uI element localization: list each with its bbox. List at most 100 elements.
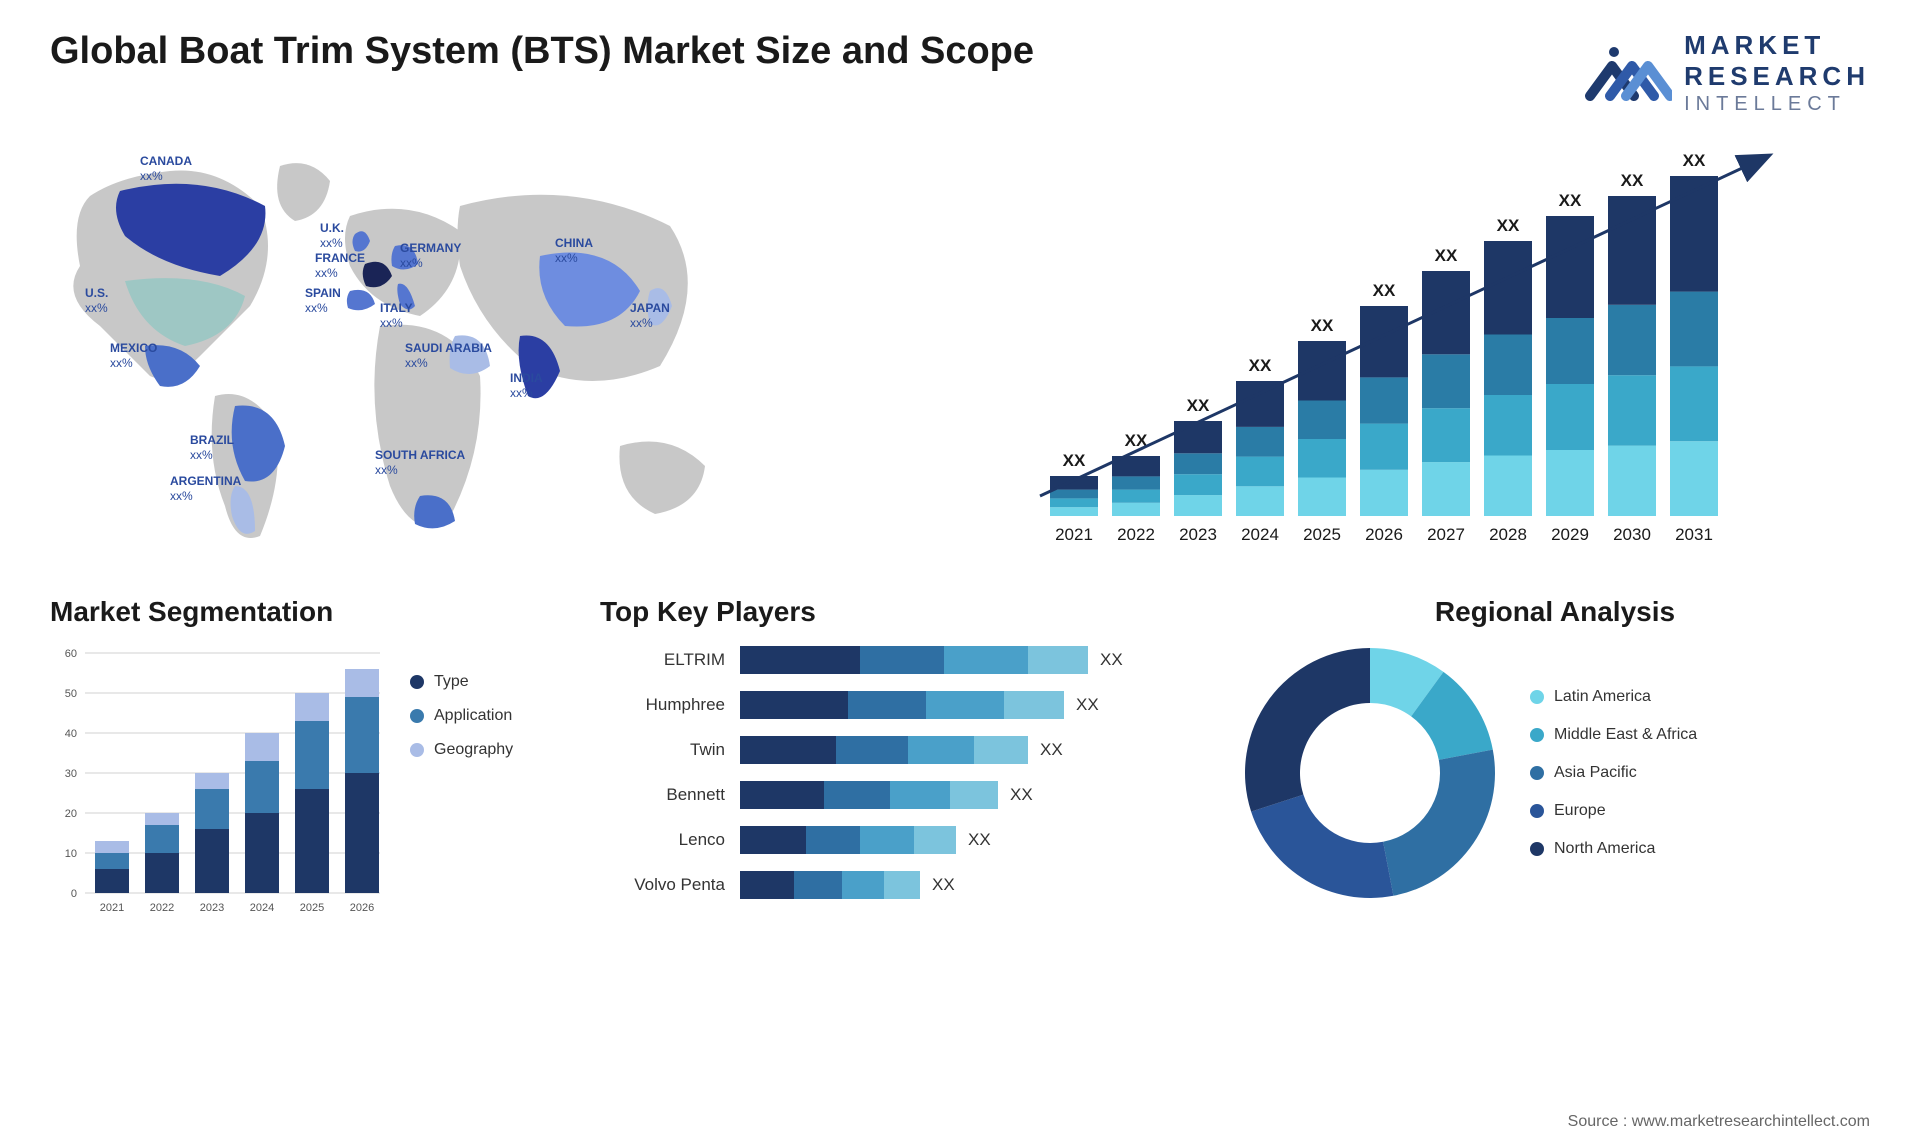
map-label-brazil: BRAZILxx% [190, 433, 234, 462]
map-label-southafrica: SOUTH AFRICAxx% [375, 448, 465, 477]
svg-text:60: 60 [65, 648, 77, 660]
player-name: ELTRIM [600, 650, 740, 670]
map-label-china: CHINAxx% [555, 236, 593, 265]
legend-swatch-icon [1530, 842, 1544, 856]
map-label-germany: GERMANYxx% [400, 241, 461, 270]
player-bar-seg [794, 871, 842, 899]
player-name: Volvo Penta [600, 875, 740, 895]
svg-text:XX: XX [1187, 396, 1210, 415]
map-label-india: INDIAxx% [510, 371, 543, 400]
svg-text:XX: XX [1559, 191, 1582, 210]
svg-text:XX: XX [1621, 171, 1644, 190]
map-label-mexico: MEXICOxx% [110, 341, 157, 370]
player-row-lenco: Lenco XX [600, 823, 1200, 857]
player-row-humphree: HumphreeXX [600, 688, 1200, 722]
svg-text:50: 50 [65, 688, 77, 700]
legend-label: Asia Pacific [1554, 764, 1637, 782]
legend-swatch-icon [1530, 804, 1544, 818]
player-bar-seg [950, 781, 998, 809]
segmentation-chart: 0102030405060202120222023202420252026 [50, 643, 390, 923]
player-bar-seg [926, 691, 1004, 719]
regional-legend-middleeastafrica: Middle East & Africa [1530, 726, 1697, 744]
legend-label: Latin America [1554, 688, 1651, 706]
logo-text-3: INTELLECT [1684, 92, 1870, 116]
svg-text:30: 30 [65, 768, 77, 780]
player-bar-seg [740, 826, 806, 854]
player-name: Humphree [600, 695, 740, 715]
player-row-bennett: BennettXX [600, 778, 1200, 812]
svg-text:2022: 2022 [150, 902, 174, 914]
legend-swatch-icon [1530, 690, 1544, 704]
page-title: Global Boat Trim System (BTS) Market Siz… [50, 30, 1034, 73]
map-label-uk: U.K.xx% [320, 221, 344, 250]
map-label-canada: CANADAxx% [140, 154, 192, 183]
seg-legend-geography: Geography [410, 741, 513, 759]
regional-legend-latinamerica: Latin America [1530, 688, 1697, 706]
regional-legend-northamerica: North America [1530, 840, 1697, 858]
svg-text:XX: XX [1435, 246, 1458, 265]
players-panel: Top Key Players ELTRIMXXHumphreeXXTwinXX… [600, 596, 1200, 923]
player-value: XX [968, 830, 991, 850]
legend-swatch-icon [1530, 728, 1544, 742]
legend-swatch-icon [410, 709, 424, 723]
player-value: XX [1040, 740, 1063, 760]
svg-text:XX: XX [1373, 281, 1396, 300]
svg-text:40: 40 [65, 728, 77, 740]
player-row-eltrim: ELTRIM XX [600, 643, 1200, 677]
player-value: XX [1010, 785, 1033, 805]
legend-swatch-icon [410, 743, 424, 757]
svg-text:10: 10 [65, 848, 77, 860]
svg-text:2024: 2024 [1241, 525, 1279, 544]
segmentation-legend: TypeApplicationGeography [410, 643, 513, 923]
growth-chart: XX2021XX2022XX2023XX2024XX2025XX2026XX20… [990, 136, 1870, 556]
svg-text:2025: 2025 [300, 902, 324, 914]
map-label-us: U.S.xx% [85, 286, 108, 315]
svg-text:XX: XX [1683, 151, 1706, 170]
svg-text:2023: 2023 [200, 902, 224, 914]
player-row-volvopenta: Volvo Penta XX [600, 868, 1200, 902]
player-bar [740, 826, 956, 854]
svg-text:XX: XX [1497, 216, 1520, 235]
regional-legend: Latin America Middle East & Africa Asia Pa… [1530, 688, 1697, 858]
player-value: XX [932, 875, 955, 895]
map-label-japan: JAPANxx% [630, 301, 670, 330]
player-name: Twin [600, 740, 740, 760]
legend-label: North America [1554, 840, 1655, 858]
player-row-twin: Twin XX [600, 733, 1200, 767]
legend-label: Middle East & Africa [1554, 726, 1697, 744]
logo-arcs-icon [1582, 38, 1672, 108]
legend-swatch-icon [410, 675, 424, 689]
svg-text:2027: 2027 [1427, 525, 1465, 544]
regional-title: Regional Analysis [1240, 596, 1870, 628]
player-bar [740, 646, 1088, 674]
source-text: Source : www.marketresearchintellect.com [1568, 1113, 1870, 1131]
player-bar-seg [740, 646, 860, 674]
legend-swatch-icon [1530, 766, 1544, 780]
svg-text:2023: 2023 [1179, 525, 1217, 544]
svg-text:2031: 2031 [1675, 525, 1713, 544]
regional-panel: Regional Analysis Latin America Middle Ea… [1240, 596, 1870, 923]
regional-legend-europe: Europe [1530, 802, 1697, 820]
player-bar-seg [890, 781, 950, 809]
svg-text:2022: 2022 [1117, 525, 1155, 544]
segmentation-title: Market Segmentation [50, 596, 560, 628]
player-bar-seg [1028, 646, 1088, 674]
seg-legend-type: Type [410, 673, 513, 691]
logo-text-1: MARKET [1684, 30, 1870, 61]
legend-label: Geography [434, 741, 513, 759]
player-name: Lenco [600, 830, 740, 850]
segmentation-panel: Market Segmentation 01020304050602021202… [50, 596, 560, 923]
player-bar-seg [806, 826, 860, 854]
regional-donut-chart [1240, 643, 1500, 903]
svg-text:XX: XX [1311, 316, 1334, 335]
svg-text:0: 0 [71, 888, 77, 900]
player-bar-seg [824, 781, 890, 809]
players-chart: ELTRIMXXHumphreeXXTwinXXBennettXXLencoXX… [600, 643, 1200, 923]
player-bar [740, 736, 1028, 764]
player-value: XX [1100, 650, 1123, 670]
player-bar-seg [1004, 691, 1064, 719]
map-label-france: FRANCExx% [315, 251, 365, 280]
logo-text-2: RESEARCH [1684, 61, 1870, 92]
svg-text:2026: 2026 [350, 902, 374, 914]
map-label-spain: SPAINxx% [305, 286, 341, 315]
